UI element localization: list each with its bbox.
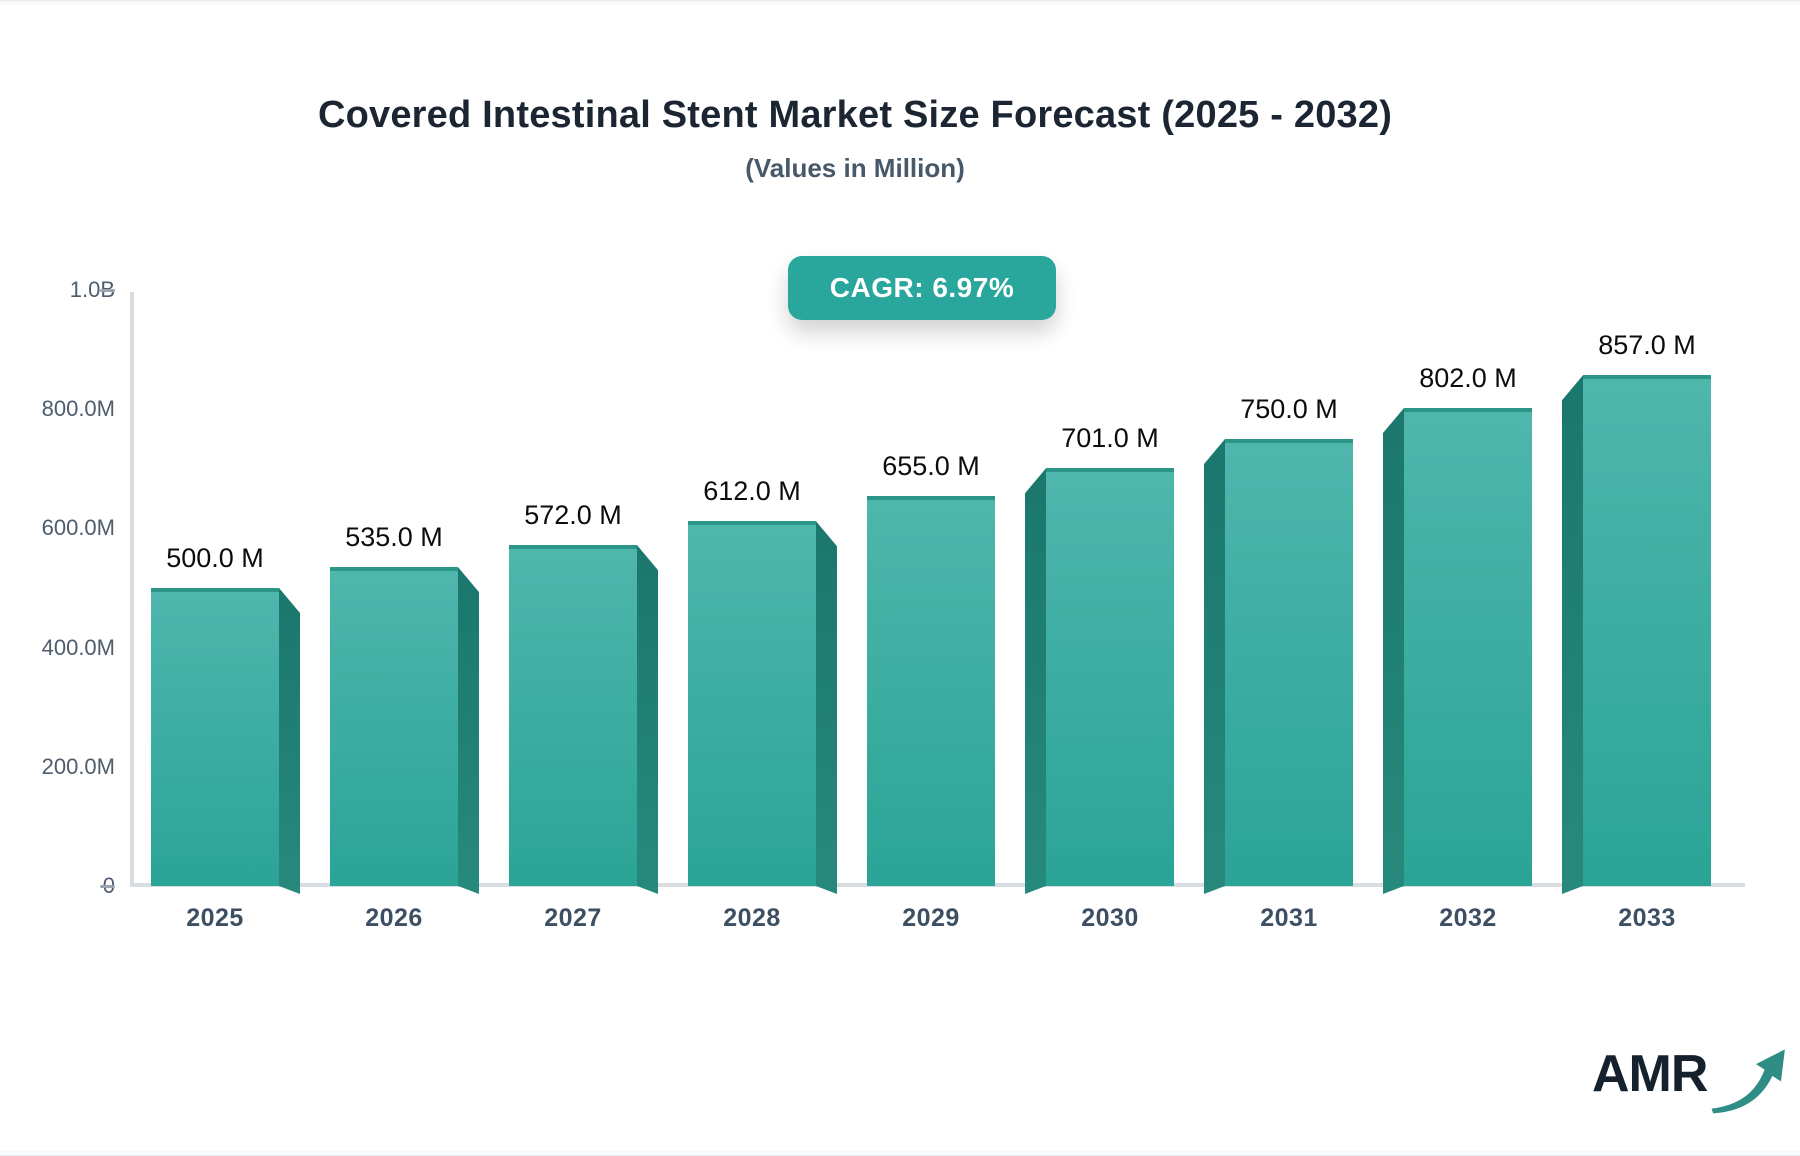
x-axis-label: 2033 [1618,904,1676,932]
bar-side-face [1383,408,1404,894]
bar-value-label: 612.0 M [703,476,801,507]
bar-side-face [279,588,300,894]
x-axis-label: 2030 [1081,904,1139,932]
chart-subtitle: (Values in Million) [745,153,965,183]
chart-title: Covered Intestinal Stent Market Size For… [317,94,1393,136]
bar-value-label: 572.0 M [524,500,622,531]
y-tick-label: 1.0B [69,277,115,302]
bar-value-label: 802.0 M [1419,363,1517,393]
x-axis-label: 2027 [544,904,602,932]
x-axis-label: 2029 [902,904,960,932]
bar-value-label: 857.0 M [1598,330,1696,361]
bar-side-face [816,521,837,894]
bar-side-face [1025,468,1046,894]
bar-value-label: 535.0 M [345,522,443,553]
y-tick-label: 0 [0,872,115,900]
bar-front-face [151,588,279,886]
bar-front-face [509,545,637,886]
bar-front-face [1046,468,1174,886]
bar-value-label: 750.0 M [1240,394,1338,424]
y-axis-line [130,292,134,886]
bar-side-face [1204,439,1225,894]
bar-front-face [1583,375,1711,886]
bar-side-face [637,545,658,894]
x-axis-label: 2028 [723,904,781,932]
y-tick-label: 600.0M [41,515,115,541]
bar-front-face [867,495,995,886]
y-tick-dash [100,289,115,292]
x-axis-label: 2025 [186,904,244,932]
y-tick-label: 800.0M [41,396,115,422]
cagr-badge-label: CAGR: 6.97% [829,272,1015,303]
bar-value-label: 655.0 M [882,450,980,481]
bar-front-face [330,567,458,886]
y-tick-label: 400.0M [41,634,115,660]
y-tick-label: 200.0M [41,753,115,779]
bar-side-face [458,567,479,894]
bar-front-face [1225,439,1353,886]
amr-logo-text: AMR [1592,1045,1708,1103]
growth-arrow-icon [1711,1049,1785,1114]
bar-side-face [1562,375,1583,894]
cagr-badge: CAGR: 6.97% [788,256,1056,320]
x-axis-label: 2031 [1260,904,1318,932]
chart-header: Covered Intestinal Stent Market Size For… [0,94,1710,184]
bar-value-label: 701.0 M [1061,423,1159,454]
bar-front-face [688,521,816,886]
top-edge [0,0,1800,5]
amr-logo: AMR [1592,1032,1785,1122]
bar-value-label: 500.0 M [166,543,264,573]
y-tick-dash [100,885,115,888]
x-axis-label: 2026 [365,904,423,932]
x-axis-label: 2032 [1439,904,1497,932]
bar-front-face [1404,408,1532,886]
